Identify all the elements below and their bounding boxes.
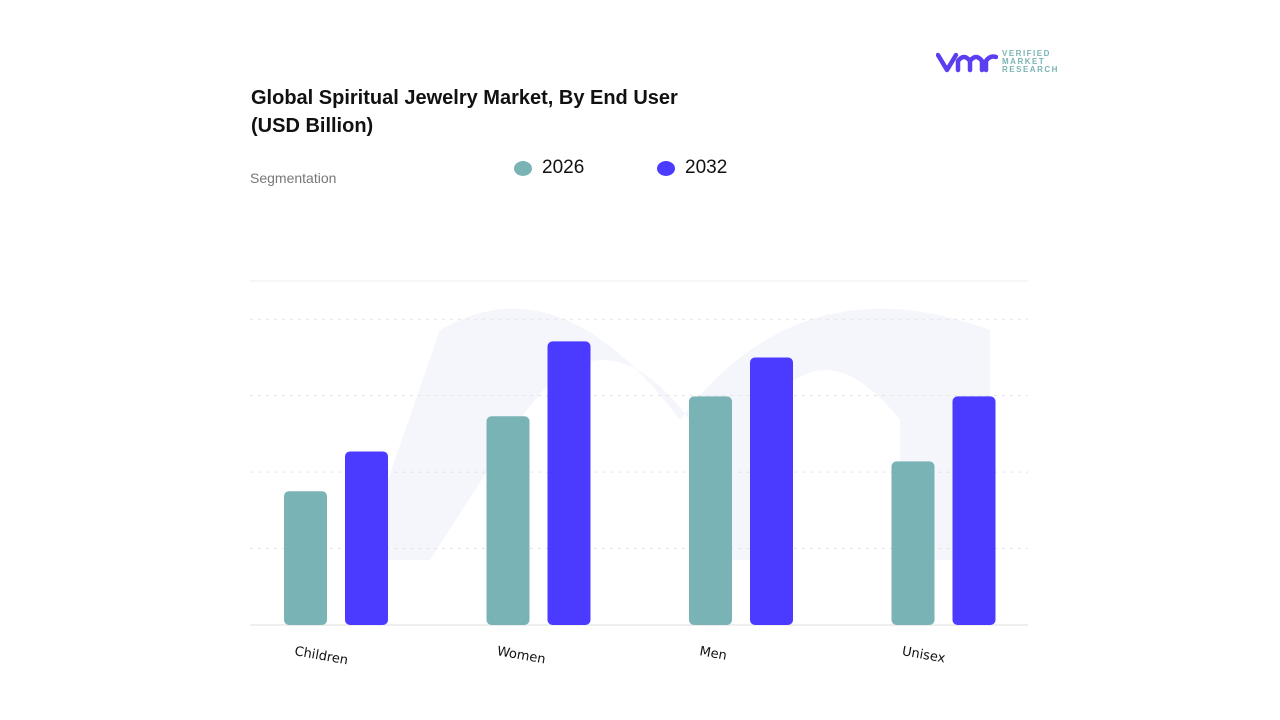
vmr-logo-mark-icon [936,52,998,73]
bar-children-2032 [345,451,388,625]
title-line-2: (USD Billion) [251,115,374,137]
x-tick-label: Children [293,644,349,668]
legend-swatch-2032 [657,160,675,176]
bar-women-2026 [486,416,530,625]
segmentation-label: Segmentation [250,170,337,186]
title-line-1: Global Spiritual Jewelry Market, By End … [251,87,678,109]
chart-title: Global Spiritual Jewelry Market, By End … [251,84,678,140]
bar-unisex-2032 [952,396,996,625]
legend-item-2026: 2026 [514,157,584,179]
x-tick-label: Unisex [901,644,947,666]
legend-label-2032: 2032 [685,157,728,178]
legend-item-2032: 2032 [657,157,727,179]
legend-label-2026: 2026 [542,157,585,178]
x-tick-label: Women [496,644,547,667]
bar-women-2032 [547,341,591,625]
x-tick-label: Men [698,644,728,664]
bar-unisex-2026 [891,461,935,625]
logo-text: VERIFIED MARKET RESEARCH [1002,50,1059,74]
bar-children-2026 [284,491,327,625]
watermark-icon [285,308,990,560]
legend-swatch-2026 [514,160,532,176]
bar-men-2032 [750,357,793,625]
logo-line-1: VERIFIED [1002,49,1051,58]
logo-line-3: RESEARCH [1002,65,1059,74]
bar-men-2026 [689,396,732,625]
logo-line-2: MARKET [1002,57,1046,66]
vmr-logo: VERIFIED MARKET RESEARCH [936,50,1059,74]
